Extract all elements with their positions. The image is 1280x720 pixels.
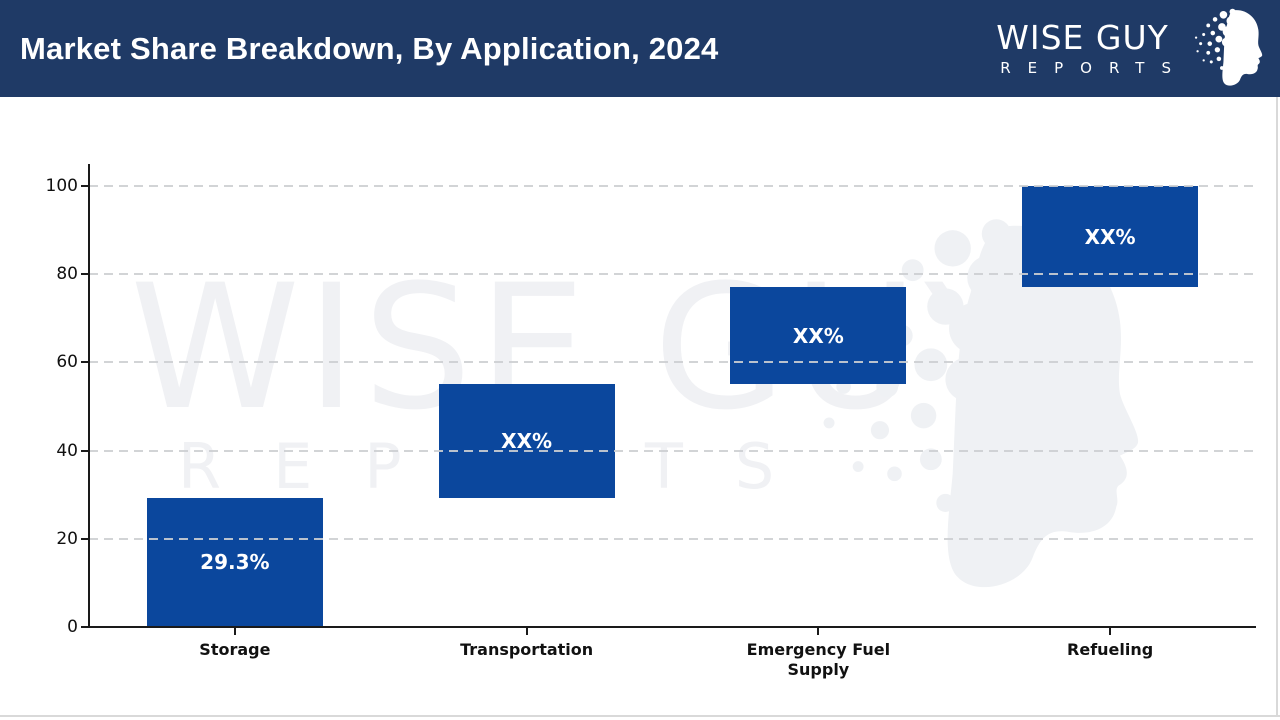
- bar-value-label: XX%: [501, 429, 553, 454]
- gridline: [89, 361, 1256, 364]
- wise-guy-reports-logo: WISE GUY REPORTS: [996, 7, 1266, 91]
- y-tick-mark: [81, 361, 89, 364]
- x-tick-mark: [525, 628, 528, 635]
- bar-value-label: XX%: [792, 323, 844, 348]
- gridline: [89, 449, 1256, 452]
- gridline: [89, 185, 1256, 187]
- bar: XX%: [438, 384, 615, 498]
- x-axis-spine: [88, 626, 1256, 628]
- y-tick-mark: [81, 185, 89, 187]
- x-tick-label: Storage: [199, 640, 271, 659]
- x-tick-label: Emergency Fuel Supply: [746, 640, 891, 679]
- x-tick-mark: [817, 628, 820, 635]
- x-tick-mark: [1109, 628, 1112, 635]
- logo-subtext: REPORTS: [1000, 58, 1188, 77]
- x-tick-label: Transportation: [460, 640, 594, 659]
- logo-wordmark: WISE GUY: [996, 17, 1169, 57]
- y-tick-label: 20: [56, 528, 78, 549]
- y-tick-mark: [81, 449, 89, 452]
- y-tick-label: 100: [45, 176, 78, 196]
- bar: 29.3%: [146, 497, 323, 627]
- y-tick-mark: [81, 626, 89, 628]
- bar-value-label: XX%: [1084, 224, 1136, 249]
- y-tick-label: 80: [56, 264, 78, 285]
- x-tick-mark: [233, 628, 236, 635]
- gridline: [89, 273, 1256, 276]
- bar-value-label: 29.3%: [200, 550, 270, 575]
- y-axis-spine: [88, 164, 90, 628]
- header-bar: Market Share Breakdown, By Application, …: [0, 0, 1280, 97]
- y-tick-label: 40: [56, 440, 78, 461]
- bar: XX%: [730, 287, 907, 385]
- gridline: [89, 537, 1256, 540]
- y-tick-mark: [81, 537, 89, 540]
- y-tick-label: 0: [67, 617, 78, 637]
- y-tick-mark: [81, 273, 89, 276]
- figure-right-rule: [1276, 97, 1278, 717]
- y-tick-label: 60: [56, 352, 78, 373]
- dotted-face-icon: [1194, 8, 1263, 86]
- figure-bottom-rule: [0, 715, 1280, 717]
- x-tick-label: Refueling: [1067, 640, 1154, 659]
- bar: XX%: [1022, 186, 1199, 288]
- chart-title: Market Share Breakdown, By Application, …: [20, 30, 719, 66]
